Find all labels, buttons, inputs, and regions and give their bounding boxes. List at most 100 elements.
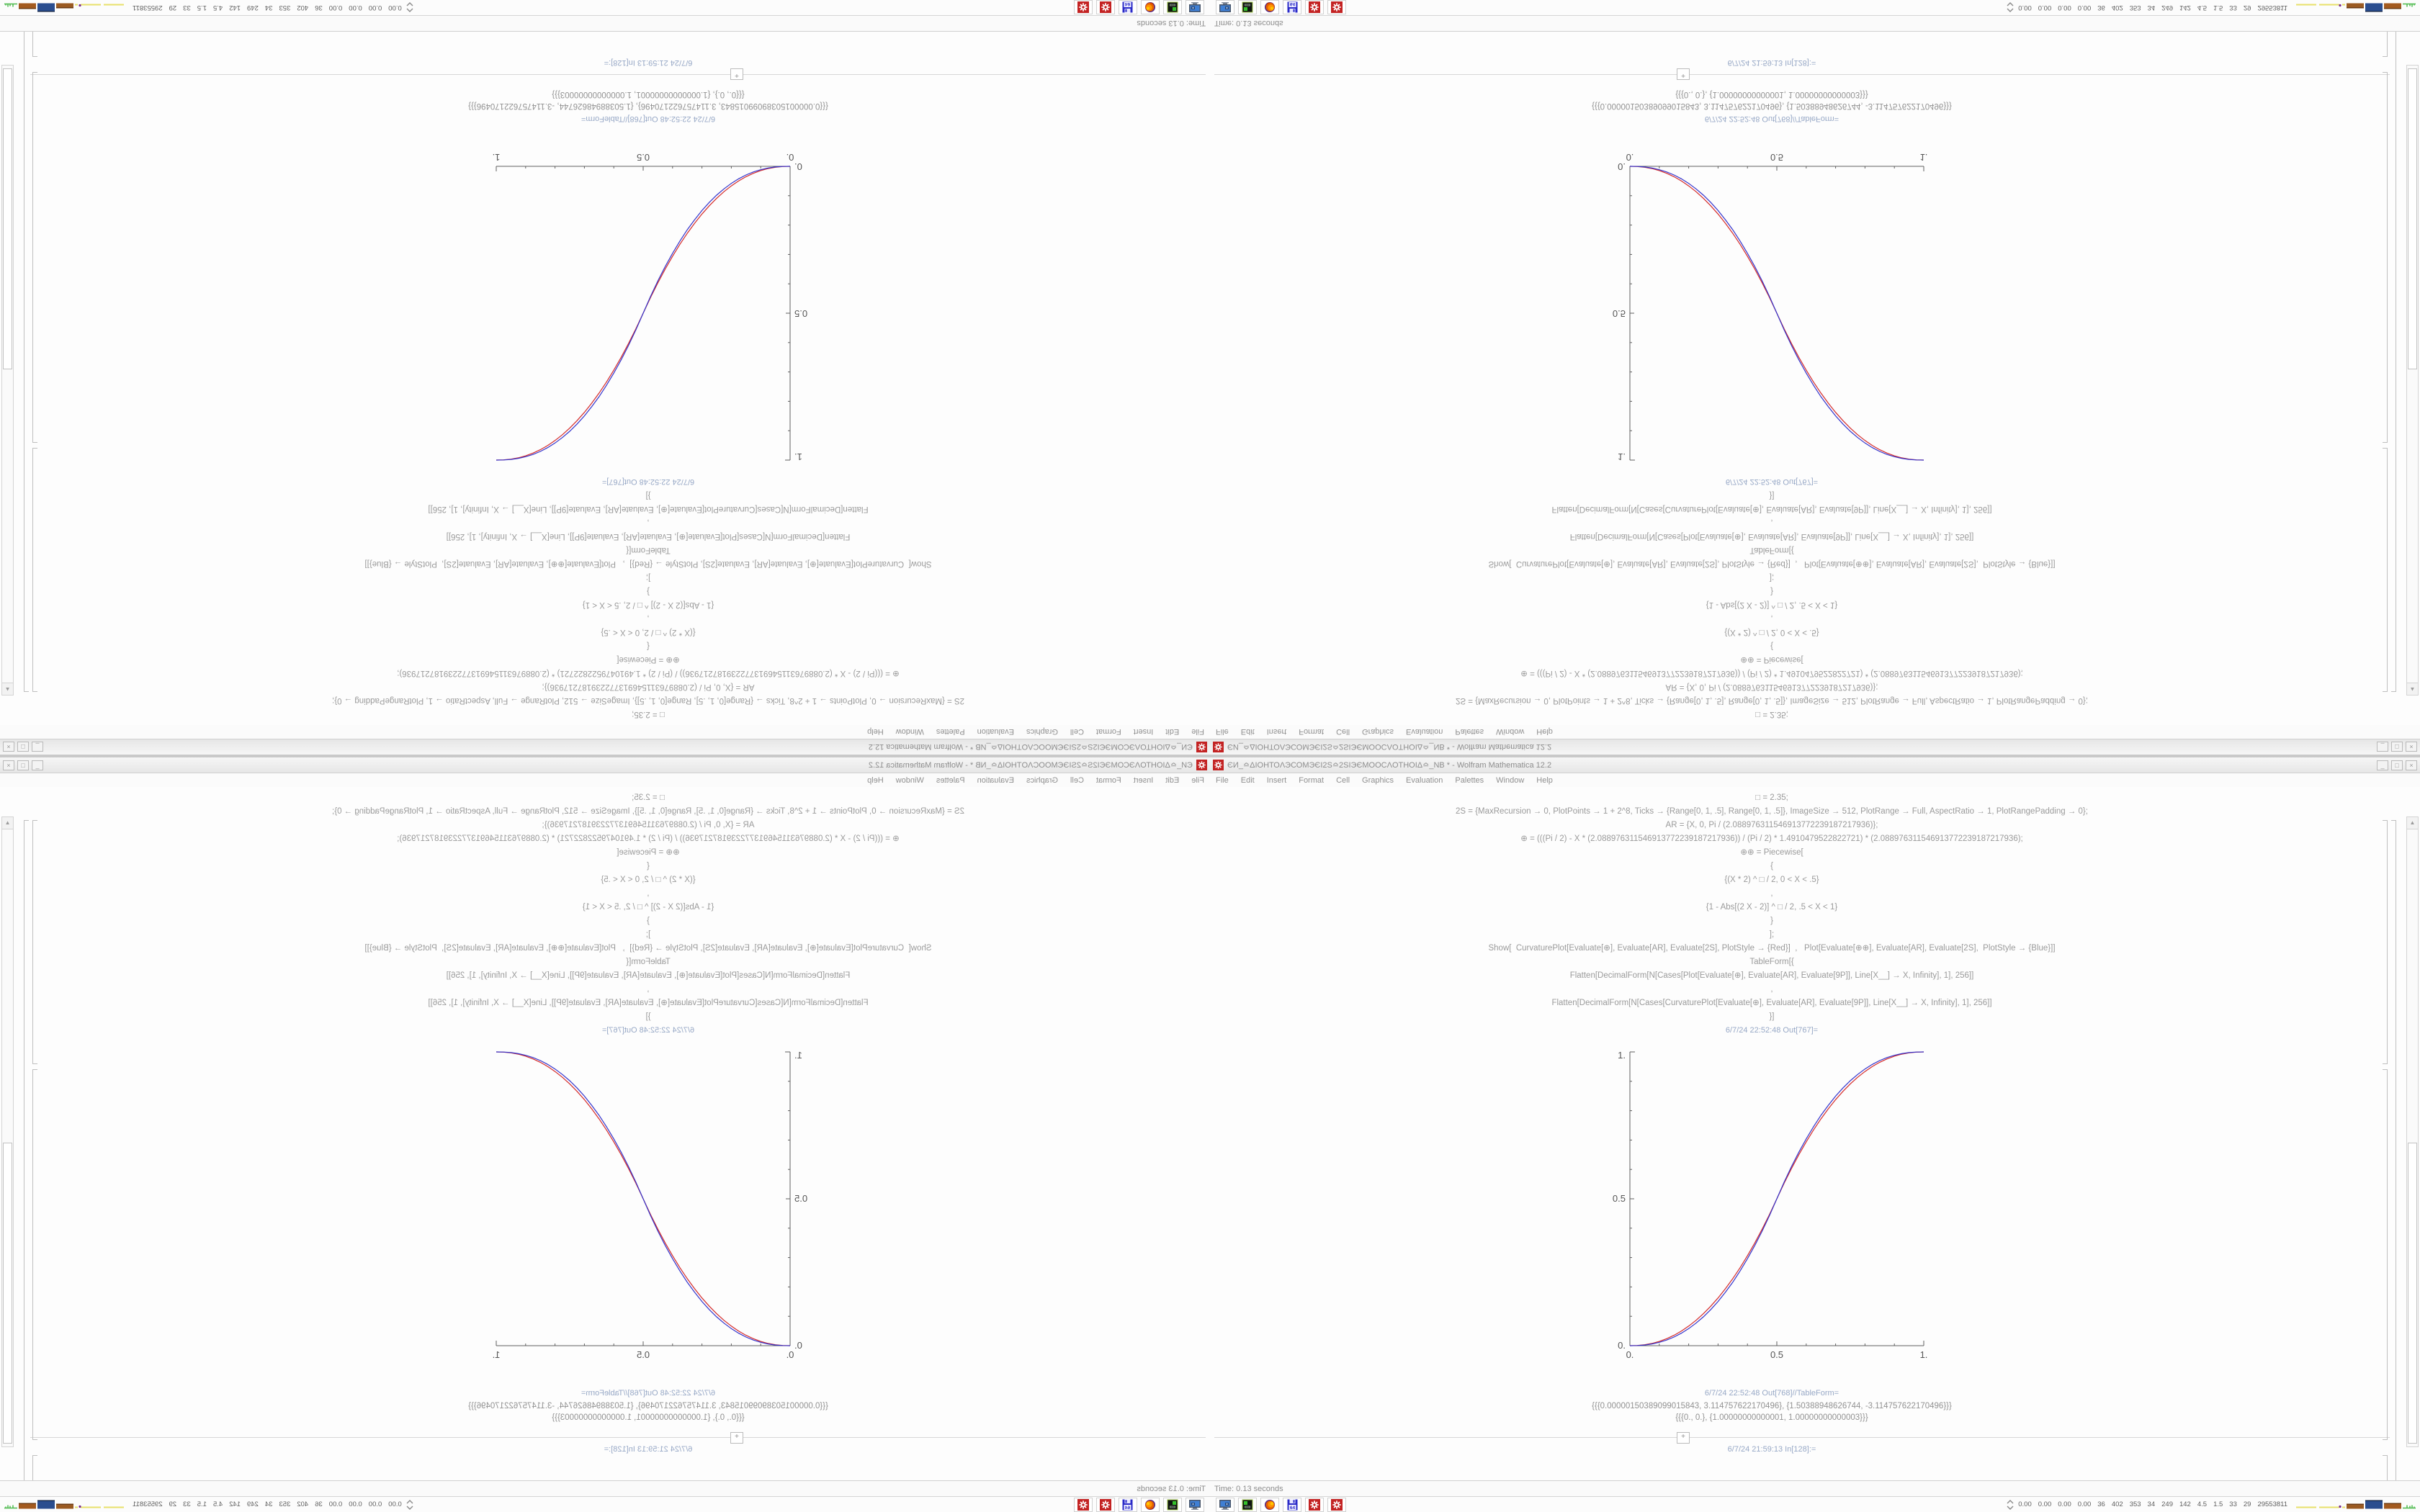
code-line-14[interactable]: , [647, 985, 650, 994]
cell-bracket-output-plot[interactable] [32, 1069, 37, 1440]
code-line-10[interactable]: ]; [645, 573, 651, 582]
menu-help[interactable]: Help [867, 775, 884, 785]
menu-format[interactable]: Format [1299, 775, 1325, 785]
code-line-7[interactable]: , [647, 889, 650, 898]
window-titlebar[interactable]: ЄИ_≏ΔІОНТОΛЭСОМЭЄІ2Ѕ≏2ЅІЭЄМООСΛОТНОІΔ≏_N… [1210, 757, 2420, 773]
menu-cell[interactable]: Cell [1336, 775, 1350, 785]
menu-window[interactable]: Window [1496, 775, 1525, 785]
floppy-64-icon[interactable]: 64 [1283, 1497, 1301, 1512]
menu-edit[interactable]: Edit [1165, 727, 1180, 737]
floppy-64-icon[interactable]: 64 [1119, 0, 1137, 15]
code-line-8[interactable]: {1 - Abs[(2 X - 2)] ^ □ / 2, .5 < X < 1} [1706, 903, 1838, 912]
cell-bracket-group[interactable] [2391, 820, 2396, 1480]
menu-graphics[interactable]: Graphics [1026, 727, 1058, 737]
firefox-icon[interactable] [1141, 0, 1160, 15]
maximize-button[interactable]: □ [17, 742, 29, 752]
code-line-5[interactable]: { [647, 862, 650, 870]
insert-cell-plus-button[interactable]: + [730, 1432, 743, 1444]
code-line-3[interactable]: ⊕ = (((Pi / 2) - X * (2.0889763115469137… [1520, 834, 2023, 843]
screenshot-tool-icon[interactable] [1216, 0, 1234, 15]
input-cell-code[interactable]: □ = 2.35; 2S = {MaxRecursion → 0, PlotPoi… [1210, 488, 2334, 721]
vertical-scrollbar[interactable]: ▲ [2406, 816, 2419, 1447]
menu-graphics[interactable]: Graphics [1026, 775, 1058, 785]
close-button[interactable]: × [2406, 742, 2417, 752]
code-line-15[interactable]: Flatten[DecimalForm[N[Cases[CurvaturePlo… [1551, 505, 1992, 513]
scrollbar-thumb[interactable] [2408, 68, 2417, 369]
code-line-2[interactable]: AR = {X, 0, Pi / (2.08897631154691377223… [1665, 683, 1878, 691]
cell-bracket-output-plot[interactable] [2383, 1069, 2388, 1440]
menu-cell[interactable]: Cell [1070, 775, 1084, 785]
menu-evaluation[interactable]: Evaluation [977, 775, 1014, 785]
cell-insertion-bar[interactable]: + [26, 68, 1210, 80]
wolfram-gear-icon[interactable] [1327, 1497, 1346, 1512]
menu-palettes[interactable]: Palettes [936, 727, 965, 737]
cell-bracket-group[interactable] [24, 820, 29, 1480]
code-line-16[interactable]: }] [1769, 491, 1775, 500]
menu-graphics[interactable]: Graphics [1362, 775, 1394, 785]
code-line-8[interactable]: {1 - Abs[(2 X - 2)] ^ □ / 2, .5 < X < 1} [582, 903, 714, 912]
code-line-13[interactable]: Flatten[DecimalForm[N[Cases[Plot[Evaluat… [1569, 532, 1974, 541]
screenshot-tool-icon[interactable] [1216, 1497, 1234, 1512]
code-line-7[interactable]: , [1770, 889, 1773, 898]
code-line-10[interactable]: ]; [645, 930, 651, 939]
cell-bracket-output-plot[interactable] [2383, 72, 2388, 443]
menu-cell[interactable]: Cell [1336, 727, 1350, 737]
code-line-12[interactable]: TableForm[{ [626, 546, 671, 554]
code-line-10[interactable]: ]; [1769, 930, 1775, 939]
cell-bracket-output-table[interactable] [2383, 1455, 2388, 1480]
cell-bracket-output-table[interactable] [32, 32, 37, 57]
close-button[interactable]: × [3, 760, 14, 770]
vertical-scrollbar[interactable]: ▲ [1, 816, 14, 1447]
code-line-13[interactable]: Flatten[DecimalForm[N[Cases[Plot[Evaluat… [1569, 971, 1974, 980]
floppy-64-icon[interactable]: 64 [1119, 1497, 1137, 1512]
code-line-12[interactable]: TableForm[{ [1749, 958, 1794, 966]
cell-bracket-output-table[interactable] [2383, 32, 2388, 57]
cell-insertion-bar[interactable]: + [1210, 68, 2394, 80]
cell-bracket-input[interactable] [32, 820, 37, 1064]
code-line-14[interactable]: , [1770, 985, 1773, 994]
menu-window[interactable]: Window [1496, 727, 1525, 737]
code-line-6[interactable]: {(X * 2) ^ □ / 2, 0 < X < .5} [1724, 628, 1819, 636]
code-line-9[interactable]: } [647, 587, 650, 595]
code-line-16[interactable]: }] [645, 1012, 651, 1021]
code-line-15[interactable]: Flatten[DecimalForm[N[Cases[CurvaturePlo… [428, 505, 869, 513]
minimize-button[interactable]: _ [2377, 760, 2388, 770]
menu-format[interactable]: Format [1299, 727, 1325, 737]
scrollbar-thumb[interactable] [3, 68, 12, 369]
maximize-button[interactable]: □ [2391, 760, 2403, 770]
vertical-scrollbar[interactable]: ▲ [2406, 65, 2419, 696]
wolfram-gear-icon[interactable] [1074, 1497, 1093, 1512]
cell-bracket-input[interactable] [2383, 448, 2388, 692]
code-line-5[interactable]: { [1770, 862, 1773, 870]
code-line-12[interactable]: TableForm[{ [1749, 546, 1794, 554]
menu-evaluation[interactable]: Evaluation [977, 727, 1014, 737]
code-line-8[interactable]: {1 - Abs[(2 X - 2)] ^ □ / 2, .5 < X < 1} [582, 600, 714, 609]
code-line-4[interactable]: ⊕⊕ = Piecewise[ [617, 848, 680, 857]
code-line-14[interactable]: , [1770, 518, 1773, 527]
menu-insert[interactable]: Insert [1133, 727, 1154, 737]
insert-cell-plus-button[interactable]: + [730, 68, 743, 80]
menu-format[interactable]: Format [1095, 727, 1121, 737]
code-line-16[interactable]: }] [645, 491, 651, 500]
code-line-9[interactable]: } [1770, 587, 1773, 595]
cell-bracket-group[interactable] [2391, 32, 2396, 692]
menu-graphics[interactable]: Graphics [1362, 727, 1394, 737]
cell-insertion-bar[interactable]: + [1210, 1432, 2394, 1444]
minimize-button[interactable]: _ [32, 760, 43, 770]
code-line-9[interactable]: } [1770, 917, 1773, 925]
maximize-button[interactable]: □ [17, 760, 29, 770]
code-line-2[interactable]: AR = {X, 0, Pi / (2.08897631154691377223… [1665, 821, 1878, 829]
menu-file[interactable]: File [1191, 775, 1204, 785]
scrollbar-up-arrow[interactable]: ▲ [2407, 683, 2418, 695]
menu-edit[interactable]: Edit [1240, 727, 1255, 737]
code-line-15[interactable]: Flatten[DecimalForm[N[Cases[CurvaturePlo… [428, 999, 869, 1007]
scrollbar-thumb[interactable] [3, 1143, 12, 1444]
tray-collapse-arrows-icon[interactable] [405, 2, 415, 13]
code-line-1[interactable]: 2S = {MaxRecursion → 0, PlotPoints → 1 +… [332, 696, 964, 705]
code-line-6[interactable]: {(X * 2) ^ □ / 2, 0 < X < .5} [601, 876, 696, 884]
wolfram-gear-icon[interactable] [1096, 1497, 1115, 1512]
wolfram-gear-icon[interactable] [1305, 1497, 1324, 1512]
window-titlebar[interactable]: ЄИ_≏ΔІОНТОΛЭСОМЭЄІ2Ѕ≏2ЅІЭЄМООСΛОТНОІΔ≏_N… [1210, 739, 2420, 755]
wolfram-gear-icon[interactable] [1074, 0, 1093, 15]
menu-edit[interactable]: Edit [1165, 775, 1180, 785]
